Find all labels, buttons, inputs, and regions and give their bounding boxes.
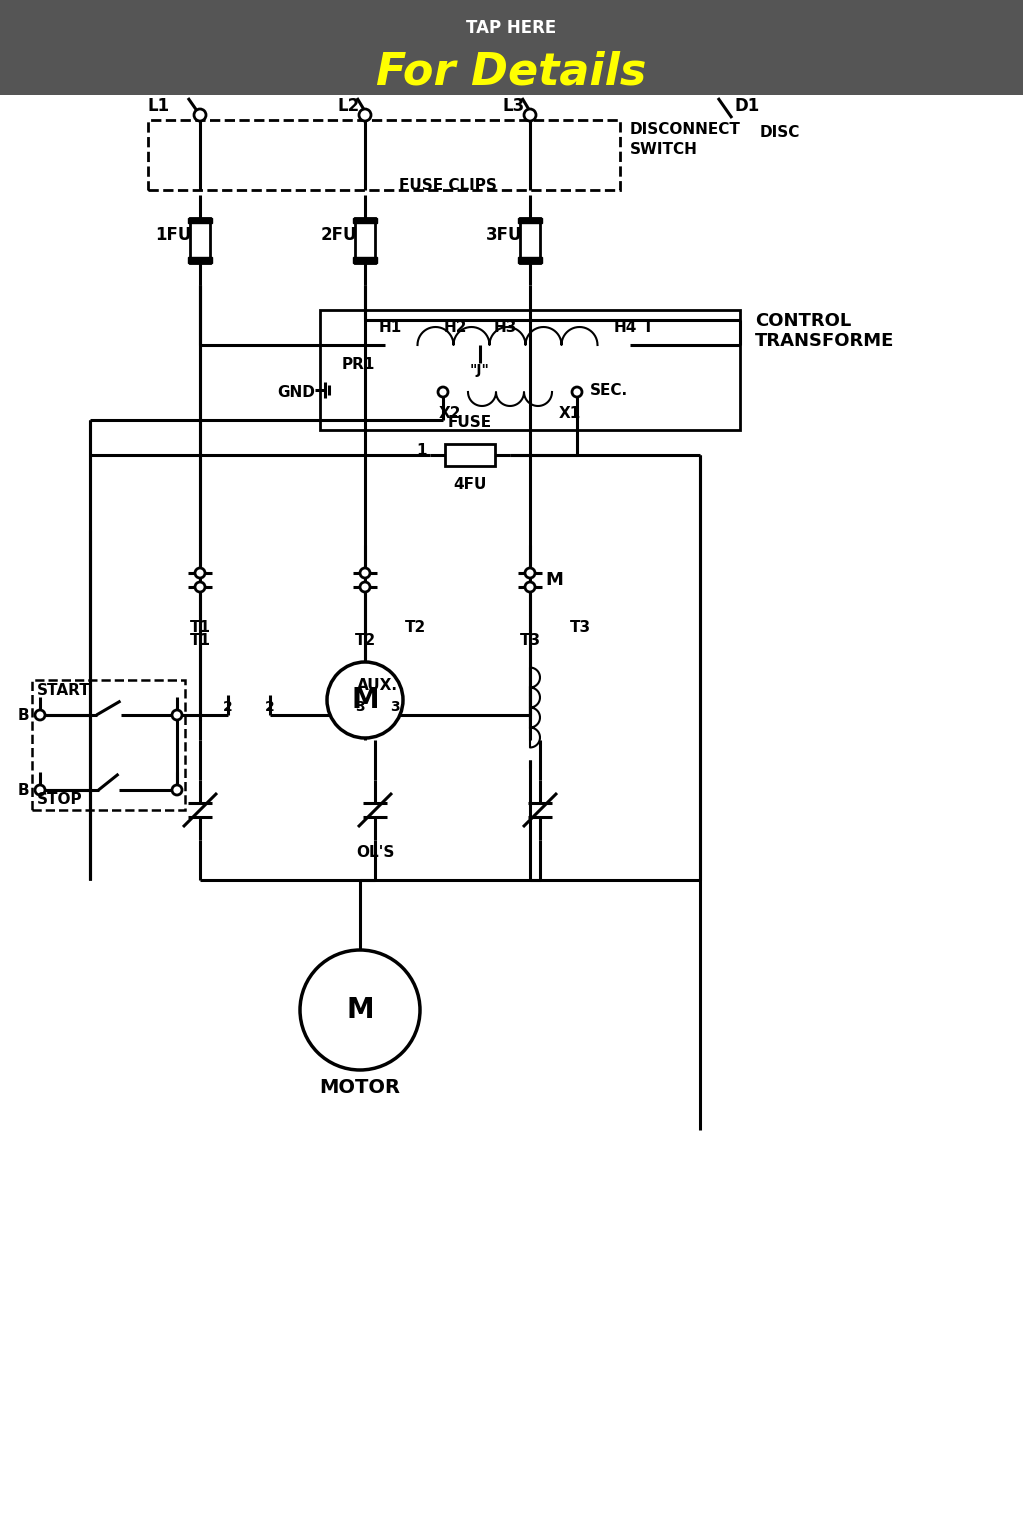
Circle shape: [572, 388, 582, 397]
Text: 1: 1: [416, 443, 427, 458]
Text: TAP HERE: TAP HERE: [466, 18, 557, 37]
Text: SWITCH: SWITCH: [630, 142, 698, 157]
Text: T3: T3: [520, 632, 540, 647]
Text: X1: X1: [559, 406, 581, 421]
Circle shape: [525, 568, 535, 578]
Circle shape: [35, 784, 45, 795]
Text: 3: 3: [390, 700, 400, 714]
Bar: [518, 256, 542, 262]
Text: 3: 3: [355, 700, 365, 714]
Bar: [355, 218, 375, 262]
Circle shape: [300, 951, 420, 1070]
Bar: [520, 218, 540, 262]
Text: T2: T2: [404, 620, 426, 635]
Text: 2: 2: [223, 700, 233, 714]
Text: D1: D1: [735, 98, 760, 114]
Bar: [353, 256, 377, 262]
Circle shape: [438, 388, 448, 397]
Circle shape: [360, 568, 370, 578]
Bar: [32, 681, 185, 810]
Circle shape: [194, 108, 206, 121]
Text: For Details: For Details: [376, 50, 647, 93]
Text: MOTOR: MOTOR: [319, 1077, 400, 1097]
Text: 1FU: 1FU: [155, 226, 192, 244]
Text: GND: GND: [277, 385, 315, 400]
Text: FUSE: FUSE: [448, 415, 492, 430]
Text: T2: T2: [354, 632, 375, 647]
Circle shape: [525, 581, 535, 592]
Text: B: B: [17, 708, 29, 722]
Text: H4: H4: [614, 320, 636, 336]
Text: X2: X2: [439, 406, 461, 421]
Text: H1: H1: [379, 320, 402, 336]
Text: H3: H3: [493, 320, 517, 336]
Circle shape: [390, 690, 400, 700]
Text: SEC.: SEC.: [590, 383, 628, 397]
Text: CONTROL: CONTROL: [755, 311, 851, 330]
Text: DISC: DISC: [760, 125, 800, 140]
Text: START: START: [37, 684, 91, 697]
Text: 2: 2: [265, 700, 275, 714]
Text: TRANSFORME: TRANSFORME: [755, 333, 894, 349]
Text: H2: H2: [443, 320, 466, 336]
Text: M: M: [351, 687, 379, 714]
Bar: [188, 256, 212, 262]
Text: AUX.: AUX.: [357, 678, 398, 693]
Bar: [320, 310, 740, 430]
Circle shape: [172, 710, 182, 720]
Circle shape: [327, 662, 403, 739]
Text: L2: L2: [338, 98, 360, 114]
Circle shape: [359, 108, 371, 121]
Circle shape: [524, 108, 536, 121]
Circle shape: [355, 690, 365, 700]
Circle shape: [360, 581, 370, 592]
Text: M: M: [346, 996, 373, 1024]
Circle shape: [35, 710, 45, 720]
Bar: [0, 0, 1023, 95]
Circle shape: [195, 568, 205, 578]
Text: T3: T3: [570, 620, 590, 635]
Text: "J": "J": [470, 363, 490, 377]
Text: T: T: [643, 320, 654, 336]
Bar: [148, 121, 620, 191]
Text: T1: T1: [189, 632, 211, 647]
Text: M: M: [545, 571, 563, 589]
Bar: [445, 444, 495, 465]
Bar: [518, 218, 542, 223]
Text: DISCONNECT: DISCONNECT: [630, 122, 741, 137]
Text: 3FU: 3FU: [486, 226, 522, 244]
Bar: [353, 218, 377, 223]
Text: L1: L1: [148, 98, 170, 114]
Bar: [188, 218, 212, 223]
Circle shape: [172, 784, 182, 795]
Text: T1: T1: [189, 620, 211, 635]
Bar: [190, 218, 210, 262]
Circle shape: [195, 581, 205, 592]
Text: OL'S: OL'S: [356, 845, 394, 861]
Text: L3: L3: [502, 98, 525, 114]
Text: FUSE CLIPS: FUSE CLIPS: [399, 179, 496, 192]
Text: 4FU: 4FU: [453, 478, 487, 491]
Text: B: B: [17, 783, 29, 798]
Text: STOP: STOP: [37, 792, 83, 807]
Text: 2FU: 2FU: [320, 226, 357, 244]
Text: PR1: PR1: [342, 357, 375, 372]
